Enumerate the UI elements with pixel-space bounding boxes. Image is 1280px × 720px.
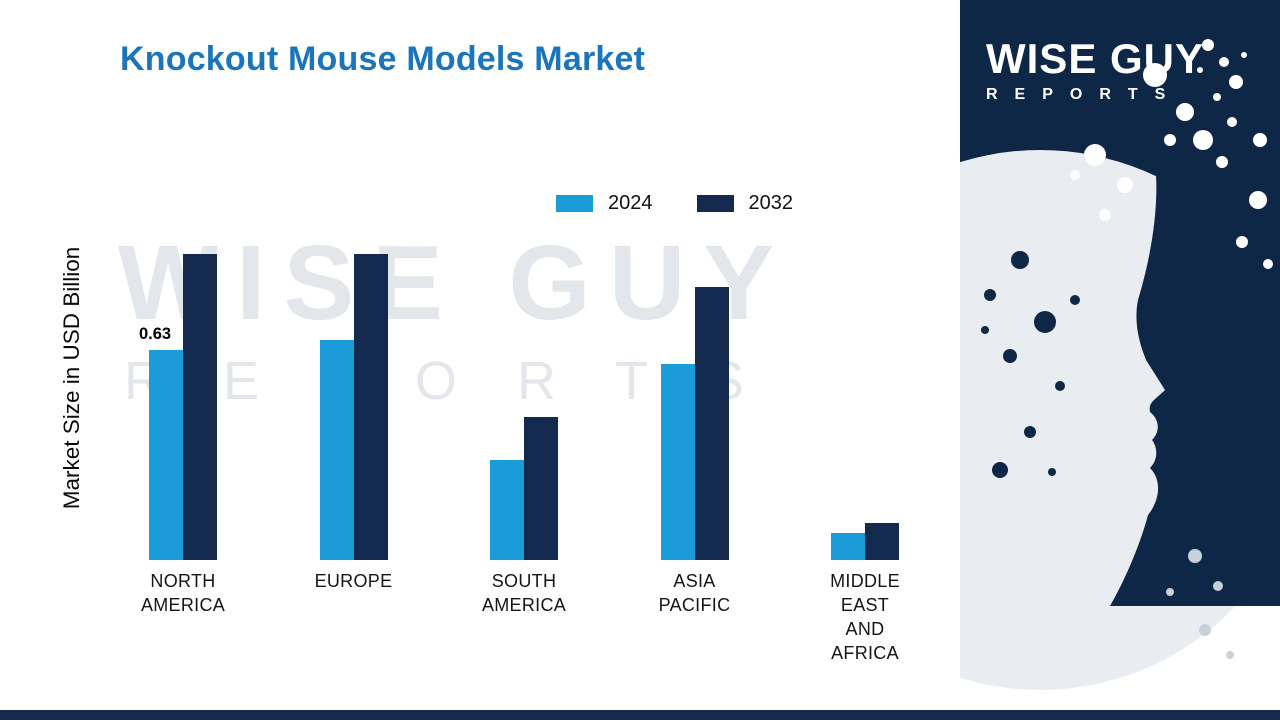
chart-legend: 2024 2032: [556, 192, 793, 215]
brand-panel-graphic: [960, 0, 1280, 690]
legend-swatch-2024: [556, 195, 593, 212]
bar-group-south-america: SOUTH AMERICA: [439, 160, 609, 615]
watermark-brand-text: WISE GUY: [118, 224, 793, 342]
brand-logo: WISE GUY REPORTS: [986, 38, 1204, 103]
brand-logo-sub: REPORTS: [986, 86, 1183, 103]
legend-swatch-2032: [696, 195, 734, 212]
bar-group-north-america: NORTH AMERICA 0.63: [98, 160, 268, 615]
bar-2024-asia-pacific: [660, 364, 695, 560]
bar-2024-europe: [319, 340, 354, 560]
legend-label-2032: 2032: [748, 192, 794, 214]
y-axis-label: Market Size in USD Billion: [59, 246, 84, 510]
legend-label-2024: 2024: [608, 192, 653, 214]
legend-item-2024: 2024: [556, 192, 653, 215]
watermark-sub-text: REPORTS: [124, 351, 805, 411]
footer-bar: [0, 710, 1280, 720]
category-label-middle-east-and-africa: MIDDLE EAST AND AFRICA: [830, 571, 900, 663]
navy-dot-cluster: [981, 251, 1080, 478]
category-label-north-america: NORTH AMERICA: [140, 571, 226, 615]
bar-2032-middle-east-and-africa: [865, 523, 899, 560]
bar-2032-europe: [353, 254, 388, 560]
bar-2024-north-america: [149, 350, 183, 560]
brand-logo-name: WISE GUY: [986, 35, 1205, 82]
bar-chart: NORTH AMERICA 0.63 EUROPE SOUTH AMERICA ASIA PA…: [98, 160, 958, 663]
bar-group-middle-east-and-africa: MIDDLE EAST AND AFRICA: [780, 160, 950, 663]
data-label-2024: 0.63: [139, 325, 172, 343]
category-label-south-america: SOUTH AMERICA: [481, 571, 567, 615]
bar-group-europe: EUROPE: [269, 160, 439, 591]
bar-2032-south-america: [524, 417, 558, 560]
category-label-asia-pacific: ASIA PACIFIC: [658, 571, 731, 615]
bar-2032-north-america: [183, 254, 217, 560]
white-dot-cluster: [1070, 39, 1273, 269]
bar-group-asia-pacific: ASIA PACIFIC: [610, 160, 780, 615]
watermark: WISE GUY REPORTS: [118, 230, 804, 408]
legend-item-2032: 2032: [696, 192, 794, 215]
gray-dot-cluster: [1166, 549, 1234, 659]
bar-2024-middle-east-and-africa: [831, 533, 865, 560]
bar-2024-south-america: [490, 460, 524, 560]
bar-2032-asia-pacific: [694, 287, 729, 560]
page-title: Knockout Mouse Models Market: [120, 40, 646, 78]
category-label-europe: EUROPE: [314, 571, 393, 591]
